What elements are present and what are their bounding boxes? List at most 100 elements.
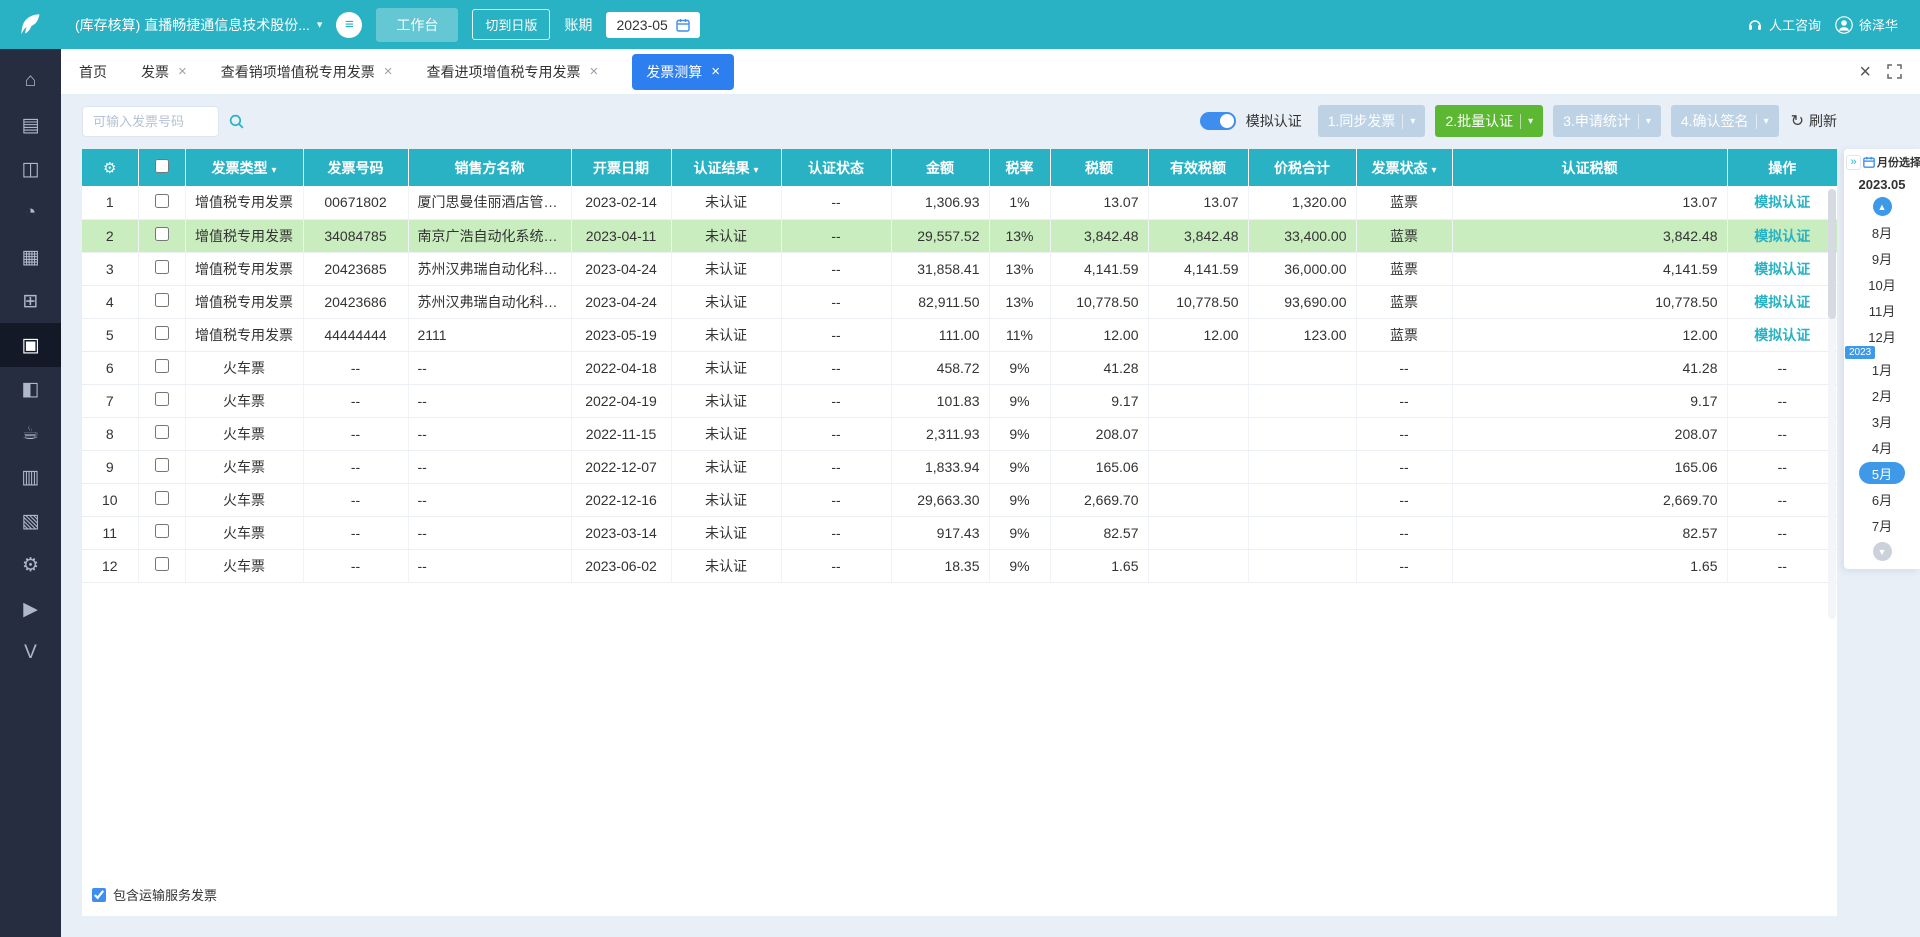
row-checkbox[interactable]	[154, 425, 169, 439]
batch-auth-button[interactable]: 2.批量认证 ▾	[1435, 105, 1544, 137]
cell-total: 33,400.00	[1248, 219, 1357, 253]
row-checkbox[interactable]	[154, 193, 169, 208]
select-all-checkbox[interactable]	[154, 159, 169, 173]
simulate-auth-link[interactable]: 模拟认证	[1754, 293, 1811, 310]
confirm-sign-button[interactable]: 4.确认签名 ▾	[1670, 105, 1779, 137]
include-transport-checkbox[interactable]	[92, 887, 106, 902]
invoice-row[interactable]: 8 火车票 -- -- 2022-11-15 未认证 -- 2,311.93 9% 208.07-…	[82, 417, 1837, 451]
invoice-row[interactable]: 1 增值税专用发票00671802厦门思曼佳丽酒店管理有限...2023-02-1…	[82, 186, 1837, 220]
sidebar-item-bank-icon[interactable]: ▦	[21, 246, 40, 268]
tab-invoice[interactable]: 发票 ×	[141, 62, 187, 82]
col-header-type[interactable]: 发票类型 ▾	[185, 149, 304, 186]
simulate-auth-toggle[interactable]	[1199, 112, 1236, 130]
month-item[interactable]: 1月	[1871, 362, 1893, 378]
row-checkbox[interactable]	[154, 557, 169, 571]
simulate-auth-link[interactable]: 模拟认证	[1754, 194, 1811, 211]
month-item[interactable]: 2月	[1871, 388, 1893, 404]
table-scrollbar[interactable]	[1828, 189, 1836, 619]
fullscreen-icon[interactable]	[1887, 64, 1902, 79]
sidebar-item-home-icon[interactable]: ⌂	[24, 70, 37, 91]
row-checkbox[interactable]	[154, 359, 169, 373]
cell-tax: 165.06	[1050, 450, 1149, 484]
sidebar-item-modules-icon[interactable]: ⊞	[22, 290, 39, 312]
month-item[interactable]: 6月	[1871, 492, 1893, 508]
sidebar-item-voucher-icon[interactable]: ▤	[21, 114, 40, 136]
sidebar-item-gauge-icon[interactable]: ◔	[24, 202, 37, 223]
sidebar-item-report-icon[interactable]: ◫	[21, 158, 40, 180]
sidebar-item-assets-icon[interactable]: ▧	[21, 510, 40, 532]
month-item[interactable]: 11月	[1868, 303, 1896, 319]
search-input[interactable]	[82, 105, 219, 137]
month-item[interactable]: 10月	[1868, 277, 1896, 293]
period-picker[interactable]: 2023-05	[606, 11, 700, 38]
search-icon[interactable]	[228, 113, 245, 130]
tab-close-icon[interactable]: ×	[589, 63, 599, 80]
switch-version-button[interactable]: 切到日版	[472, 9, 551, 40]
invoice-row[interactable]: 12 火车票 -- -- 2023-06-02 未认证 -- 18.35 9% 1.65 -- 1.6…	[82, 549, 1837, 583]
tab-close-icon[interactable]: ×	[711, 63, 721, 80]
user-menu[interactable]: 徐泽华	[1835, 15, 1898, 34]
invoice-row[interactable]: 4 增值税专用发票20423686苏州汉弗瑞自动化科技有限...2023-04-2…	[82, 285, 1837, 319]
cell-check	[138, 417, 186, 451]
collapse-panel-icon[interactable]: »	[1846, 154, 1861, 170]
month-item[interactable]: 8月	[1871, 225, 1893, 241]
scroll-up-icon[interactable]: ▲	[1872, 197, 1892, 216]
sidebar: ⌂ ▤ ◫ ◔ ▦ ⊞ ▣ ◧ ☕ ▥ ▧ ⚙ ▶ V	[0, 0, 61, 937]
app-logo[interactable]	[0, 0, 61, 49]
workbench-button[interactable]: 工作台	[376, 7, 459, 42]
tab-view-output-vat[interactable]: 查看销项增值税专用发票 ×	[221, 62, 393, 82]
sidebar-item-checklist-icon[interactable]: ▥	[21, 466, 40, 488]
close-all-icon[interactable]: ×	[1859, 60, 1871, 83]
refresh-button[interactable]: ↻ 刷新	[1791, 111, 1837, 131]
invoice-row[interactable]: 7 火车票 -- -- 2022-04-19 未认证 -- 101.83 9% 9.17 -- 9.1…	[82, 384, 1837, 418]
invoice-row[interactable]: 10 火车票 -- -- 2022-12-16 未认证 -- 29,663.30 9% 2,669…	[82, 483, 1837, 517]
row-checkbox[interactable]	[154, 326, 169, 340]
row-checkbox[interactable]	[154, 227, 169, 241]
scroll-down-icon[interactable]: ▼	[1872, 542, 1892, 561]
notice-icon[interactable]: ≡	[336, 11, 363, 38]
col-header-inv_status[interactable]: 发票状态 ▾	[1356, 149, 1453, 186]
month-item[interactable]: 3月	[1871, 414, 1893, 430]
invoice-row[interactable]: 11 火车票 -- -- 2023-03-14 未认证 -- 917.43 9% 82.57 -- 8…	[82, 516, 1837, 550]
row-checkbox[interactable]	[154, 260, 169, 274]
month-item[interactable]: 7月	[1871, 518, 1893, 534]
sidebar-item-brand-icon[interactable]: V	[24, 642, 37, 663]
scrollbar-thumb[interactable]	[1828, 189, 1836, 319]
sync-invoice-button[interactable]: 1.同步发票 ▾	[1317, 105, 1426, 137]
row-checkbox[interactable]	[154, 392, 169, 406]
row-checkbox[interactable]	[154, 491, 169, 505]
simulate-auth-link[interactable]: 模拟认证	[1754, 260, 1811, 277]
col-header-result[interactable]: 认证结果 ▾	[671, 149, 782, 186]
company-selector[interactable]: (库存核算) 直播畅捷通信息技术股份... ▾	[75, 15, 322, 35]
row-checkbox[interactable]	[154, 458, 169, 472]
simulate-auth-link[interactable]: 模拟认证	[1754, 326, 1811, 343]
invoice-row[interactable]: 2 增值税专用发票34084785南京广浩自动化系统有限责...2023-04-1…	[82, 219, 1837, 253]
month-item[interactable]: 5月	[1859, 462, 1905, 484]
tab-invoice-calc[interactable]: 发票测算 ×	[632, 53, 735, 90]
cell-rate: 13%	[989, 252, 1051, 286]
month-item[interactable]: 12月	[1868, 329, 1896, 345]
simulate-auth-link[interactable]: 模拟认证	[1754, 227, 1811, 244]
search-area	[82, 105, 245, 137]
sidebar-item-service-icon[interactable]: ☕	[21, 422, 40, 444]
tab-home[interactable]: 首页	[79, 62, 107, 82]
sidebar-item-company-icon[interactable]: ◧	[21, 378, 40, 400]
col-header-valid_tax: 有效税额	[1148, 149, 1249, 186]
month-item[interactable]: 9月	[1871, 251, 1893, 267]
invoice-row[interactable]: 9 火车票 -- -- 2022-12-07 未认证 -- 1,833.94 9% 165.06-…	[82, 450, 1837, 484]
apply-statistics-button[interactable]: 3.申请统计 ▾	[1553, 105, 1661, 137]
row-checkbox[interactable]	[154, 293, 169, 307]
tab-close-icon[interactable]: ×	[383, 63, 393, 80]
invoice-row[interactable]: 3 增值税专用发票20423685苏州汉弗瑞自动化科技有限...2023-04-2…	[82, 252, 1837, 286]
sidebar-item-inventory-icon[interactable]: ▣	[0, 323, 61, 367]
row-checkbox[interactable]	[154, 524, 169, 538]
tab-close-icon[interactable]: ×	[178, 63, 187, 80]
invoice-row[interactable]: 6 火车票 -- -- 2022-04-18 未认证 -- 458.72 9% 41.28 -- 41…	[82, 351, 1837, 385]
sidebar-item-video-icon[interactable]: ▶	[23, 598, 38, 620]
cell-op: --	[1727, 516, 1837, 550]
month-item[interactable]: 4月	[1871, 440, 1893, 456]
sidebar-item-settings-icon[interactable]: ⚙	[21, 554, 40, 576]
tab-view-input-vat[interactable]: 查看进项增值税专用发票 ×	[427, 62, 599, 82]
consult-button[interactable]: 人工咨询	[1747, 15, 1821, 34]
invoice-row[interactable]: 5 增值税专用发票 44444444 2111 2023-05-19 未认证 -- 111.0…	[82, 318, 1837, 352]
